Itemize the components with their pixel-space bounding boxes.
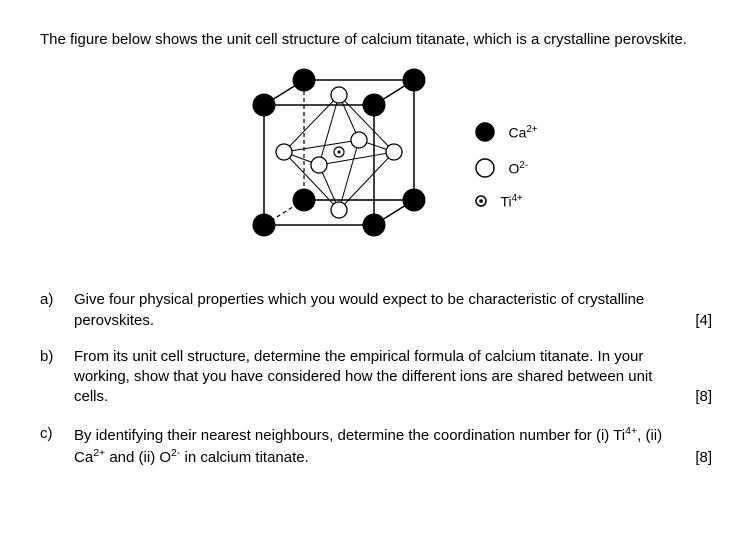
- question-letter: a): [40, 290, 62, 331]
- legend-ti: Ti4+: [474, 193, 537, 210]
- legend-label-ti: Ti4+: [500, 193, 522, 210]
- question-text: By identifying their nearest neighbours,…: [74, 427, 662, 466]
- circle-icon: [474, 194, 488, 208]
- question-a: a) Give four physical properties which y…: [40, 290, 712, 331]
- figure-area: Ca2+ O2- Ti4+: [40, 65, 712, 265]
- intro-text: The figure below shows the unit cell str…: [40, 30, 712, 50]
- legend-o: O2-: [474, 157, 537, 179]
- circle-icon: [474, 157, 496, 179]
- question-body: Give four physical properties which you …: [74, 290, 712, 331]
- questions: a) Give four physical properties which y…: [40, 290, 712, 468]
- question-b: b) From its unit cell structure, determi…: [40, 347, 712, 408]
- question-body: By identifying their nearest neighbours,…: [74, 424, 712, 469]
- question-letter: c): [40, 424, 62, 469]
- question-c: c) By identifying their nearest neighbou…: [40, 424, 712, 469]
- legend-label-ca: Ca2+: [508, 124, 537, 141]
- circle-icon: [474, 121, 496, 143]
- legend: Ca2+ O2- Ti4+: [474, 121, 537, 210]
- question-marks: [4]: [695, 311, 712, 331]
- question-letter: b): [40, 347, 62, 408]
- unit-cell-diagram: [214, 65, 434, 265]
- question-marks: [8]: [695, 387, 712, 407]
- legend-label-o: O2-: [508, 160, 528, 177]
- question-text: From its unit cell structure, determine …: [74, 348, 652, 406]
- question-marks: [8]: [695, 448, 712, 468]
- question-text: Give four physical properties which you …: [74, 291, 644, 328]
- question-body: From its unit cell structure, determine …: [74, 347, 712, 408]
- legend-ca: Ca2+: [474, 121, 537, 143]
